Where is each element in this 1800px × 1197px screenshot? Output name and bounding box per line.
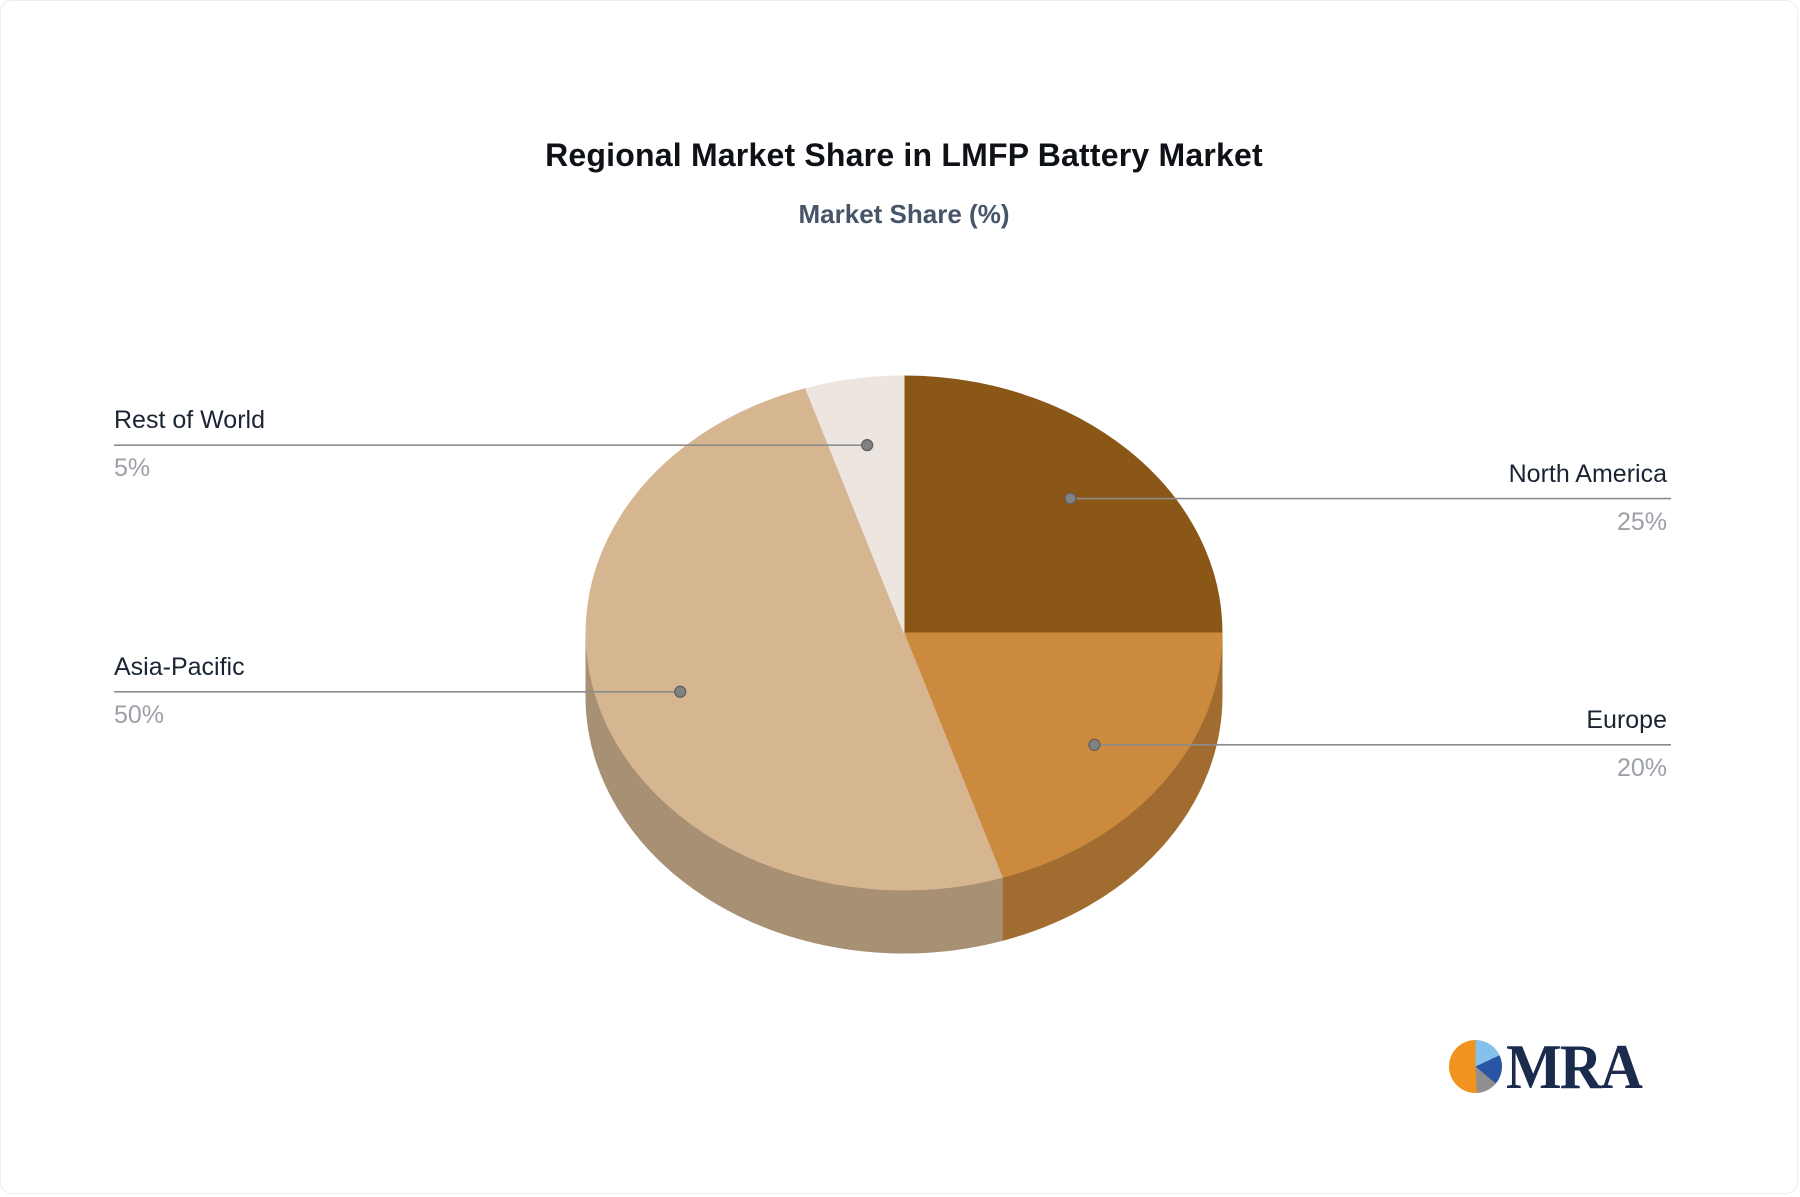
callout-rest-of-world: Rest of World 5% [114, 405, 265, 483]
page-title: Regional Market Share in LMFP Battery Ma… [545, 137, 1263, 173]
slice-label-rest-of-world: Rest of World [114, 406, 265, 435]
slice-label-asia-pacific: Asia-Pacific [114, 652, 245, 681]
slice-value-europe: 20% [1616, 753, 1667, 782]
pie-slice-rest-of-world[interactable] [805, 375, 905, 634]
chart-subtitle: Market Share (%) [798, 199, 1010, 229]
leader-dot-europe [1088, 738, 1101, 751]
slice-value-asia-pacific: 50% [114, 700, 165, 729]
slice-value-rest-of-world: 5% [114, 454, 151, 483]
pie-slice-north-america[interactable] [903, 375, 1223, 634]
callout-europe: Europe 20% [1586, 705, 1667, 783]
callout-asia-pacific: Asia-Pacific 50% [114, 652, 245, 730]
slice-value-north-america: 25% [1616, 507, 1667, 536]
slice-label-north-america: North America [1508, 459, 1667, 488]
pie-slice-asia-pacific[interactable] [585, 387, 1003, 891]
leader-dot-asia-pacific [674, 685, 687, 698]
mra-logo-pie-icon [1449, 1039, 1502, 1093]
pie-slice-europe[interactable] [903, 632, 1223, 879]
leader-dot-rest-of-world [861, 439, 874, 452]
leader-dot-north-america [1064, 492, 1077, 505]
slice-label-europe: Europe [1586, 705, 1667, 734]
mra-logo: MRA [1449, 1030, 1653, 1102]
mra-logo-text: MRA [1506, 1030, 1643, 1102]
callout-north-america: North America 25% [1509, 459, 1667, 537]
